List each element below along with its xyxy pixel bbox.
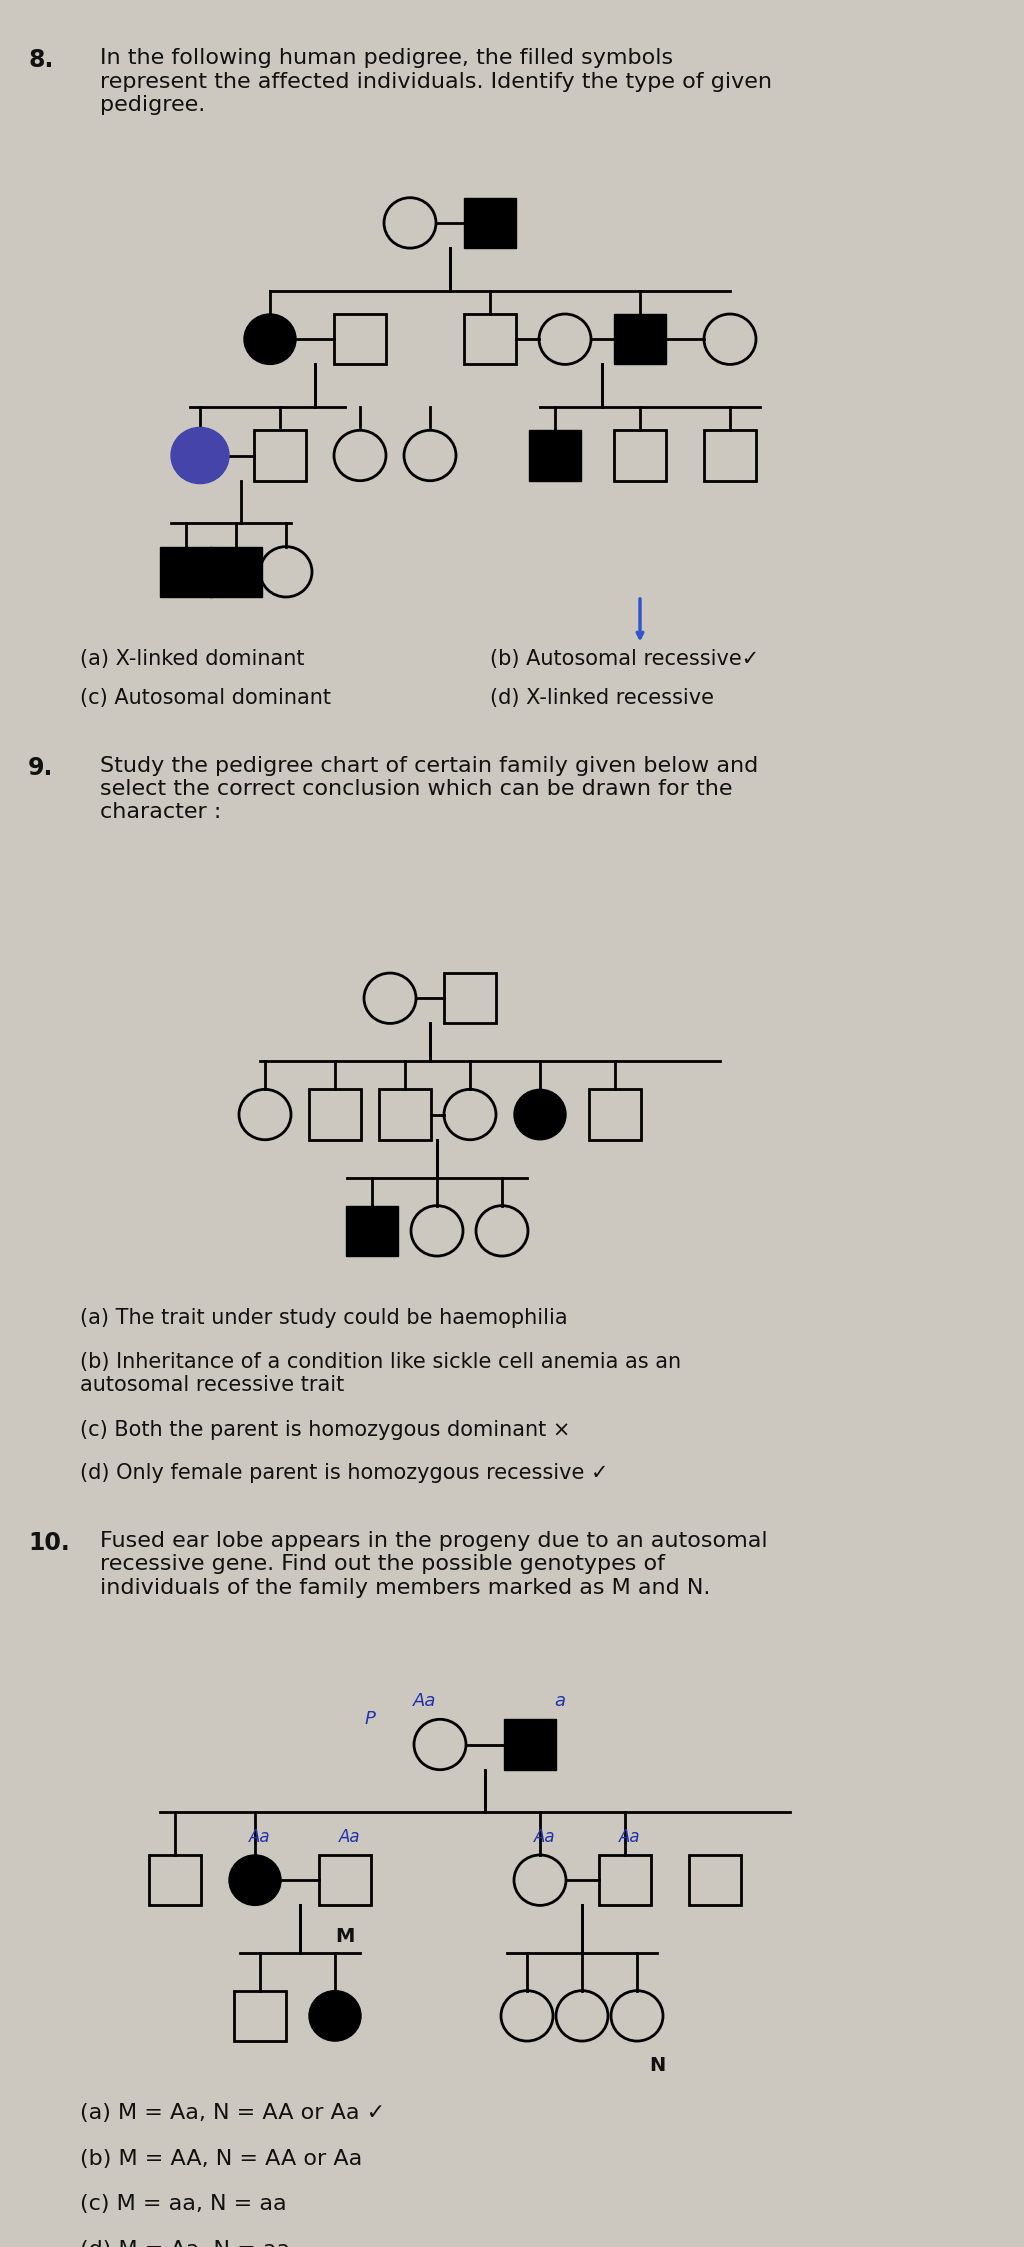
Bar: [160, 546, 212, 598]
Text: (b) M = AA, N = AA or Aa: (b) M = AA, N = AA or Aa: [80, 2148, 362, 2168]
Bar: [599, 1856, 651, 1905]
Text: Aa: Aa: [535, 1827, 556, 1845]
Bar: [346, 1207, 398, 1256]
Text: 8.: 8.: [28, 49, 53, 72]
Text: (b) Autosomal recessive✓: (b) Autosomal recessive✓: [490, 649, 759, 670]
Bar: [614, 431, 666, 481]
Bar: [150, 1856, 201, 1905]
Text: P: P: [365, 1710, 376, 1728]
Bar: [379, 1090, 431, 1139]
Bar: [444, 973, 496, 1022]
Text: Aa: Aa: [620, 1827, 641, 1845]
Bar: [309, 1090, 361, 1139]
Text: M: M: [335, 1926, 354, 1946]
Bar: [254, 431, 306, 481]
Text: a: a: [555, 1692, 565, 1710]
Bar: [464, 315, 516, 364]
Bar: [464, 198, 516, 247]
Bar: [504, 1719, 556, 1771]
Bar: [689, 1856, 741, 1905]
Text: In the following human pedigree, the filled symbols
represent the affected indiv: In the following human pedigree, the fil…: [100, 49, 772, 115]
Bar: [334, 315, 386, 364]
Text: 9.: 9.: [28, 755, 53, 780]
Text: (d) Only female parent is homozygous recessive ✓: (d) Only female parent is homozygous rec…: [80, 1463, 608, 1483]
Text: Fused ear lobe appears in the progeny due to an autosomal
recessive gene. Find o: Fused ear lobe appears in the progeny du…: [100, 1530, 768, 1598]
Circle shape: [514, 1090, 566, 1139]
Text: N: N: [649, 2056, 666, 2074]
Text: (b) Inheritance of a condition like sickle cell anemia as an
autosomal recessive: (b) Inheritance of a condition like sick…: [80, 1353, 681, 1395]
Circle shape: [309, 1991, 361, 2040]
Bar: [705, 431, 756, 481]
Text: (a) M = Aa, N = AA or Aa ✓: (a) M = Aa, N = AA or Aa ✓: [80, 2103, 385, 2123]
Bar: [614, 315, 666, 364]
Text: Aa: Aa: [414, 1692, 436, 1710]
Text: (c) Autosomal dominant: (c) Autosomal dominant: [80, 688, 331, 708]
Circle shape: [171, 427, 229, 483]
Text: Aa: Aa: [339, 1827, 360, 1845]
Text: 10.: 10.: [28, 1530, 70, 1555]
Circle shape: [229, 1856, 281, 1905]
Text: Study the pedigree chart of certain family given below and
select the correct co: Study the pedigree chart of certain fami…: [100, 755, 758, 822]
Text: (c) Both the parent is homozygous dominant ×: (c) Both the parent is homozygous domina…: [80, 1420, 570, 1440]
Bar: [234, 1991, 286, 2040]
Text: (d) X-linked recessive: (d) X-linked recessive: [490, 688, 714, 708]
Text: (d) M = Aa, N = aa: (d) M = Aa, N = aa: [80, 2240, 290, 2247]
Text: (c) M = aa, N = aa: (c) M = aa, N = aa: [80, 2195, 287, 2213]
Text: (a) X-linked dominant: (a) X-linked dominant: [80, 649, 304, 670]
Bar: [319, 1856, 371, 1905]
Bar: [589, 1090, 641, 1139]
Bar: [529, 431, 581, 481]
Text: Aa: Aa: [249, 1827, 270, 1845]
Text: (a) The trait under study could be haemophilia: (a) The trait under study could be haemo…: [80, 1308, 567, 1328]
Circle shape: [244, 315, 296, 364]
Bar: [210, 546, 262, 598]
